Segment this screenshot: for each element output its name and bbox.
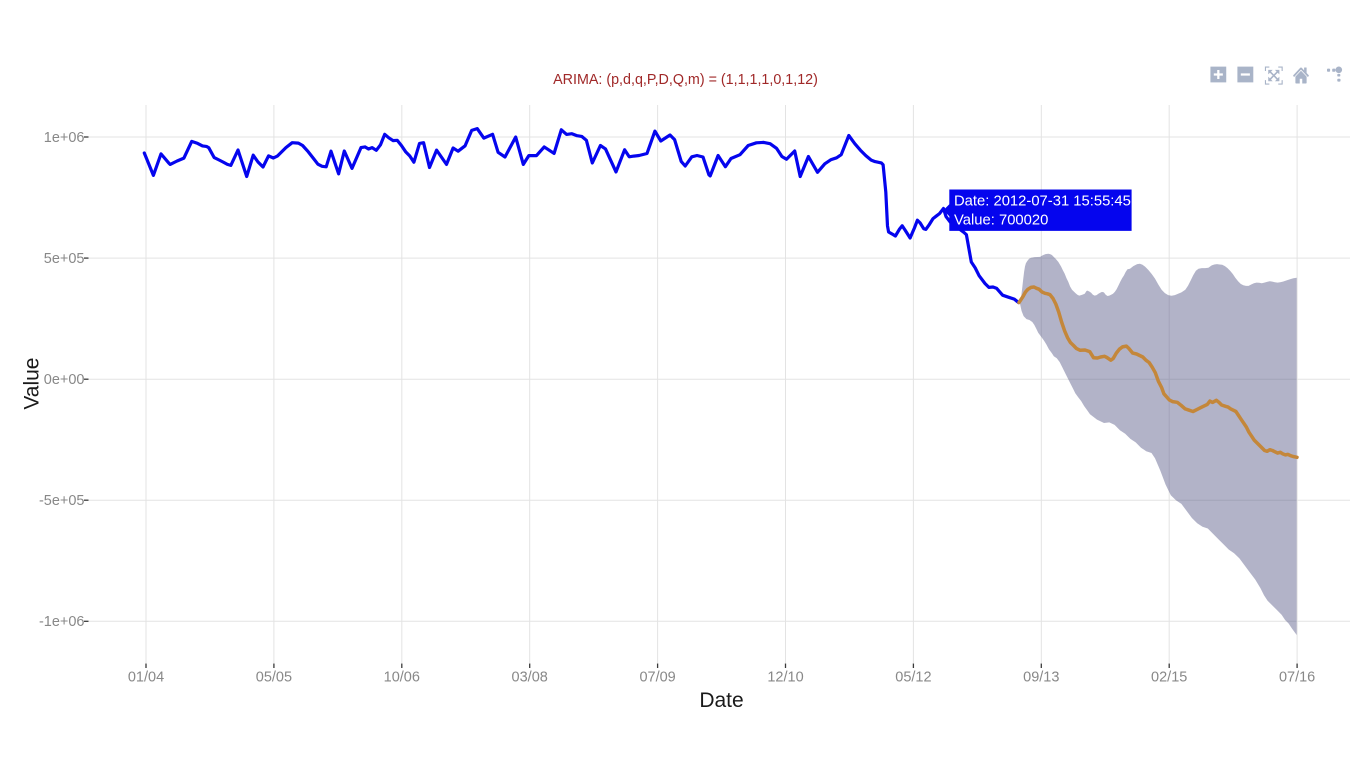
svg-text:07/09: 07/09 xyxy=(639,670,675,686)
svg-text:12/10: 12/10 xyxy=(767,670,803,686)
svg-text:Date: Date xyxy=(699,689,743,712)
svg-text:1e+06: 1e+06 xyxy=(44,130,85,146)
svg-text:02/15: 02/15 xyxy=(1151,670,1187,686)
svg-text:05/12: 05/12 xyxy=(895,670,931,686)
svg-text:0e+00: 0e+00 xyxy=(44,372,85,388)
svg-text:5e+05: 5e+05 xyxy=(44,251,85,267)
svg-text:09/13: 09/13 xyxy=(1023,670,1059,686)
svg-text:03/08: 03/08 xyxy=(512,670,548,686)
svg-text:Date: 2012-07-31 15:55:45: Date: 2012-07-31 15:55:45 xyxy=(954,194,1131,210)
svg-text:05/05: 05/05 xyxy=(256,670,292,686)
svg-text:Value: 700020: Value: 700020 xyxy=(954,213,1048,229)
svg-text:01/04: 01/04 xyxy=(128,670,164,686)
svg-text:10/06: 10/06 xyxy=(384,670,420,686)
svg-text:ARIMA: (p,d,q,P,D,Q,m) = (1,1,: ARIMA: (p,d,q,P,D,Q,m) = (1,1,1,1,0,1,12… xyxy=(553,72,818,88)
svg-text:Value: Value xyxy=(21,358,44,410)
svg-text:07/16: 07/16 xyxy=(1279,670,1315,686)
svg-text:-5e+05: -5e+05 xyxy=(39,493,85,509)
svg-text:-1e+06: -1e+06 xyxy=(39,614,85,630)
